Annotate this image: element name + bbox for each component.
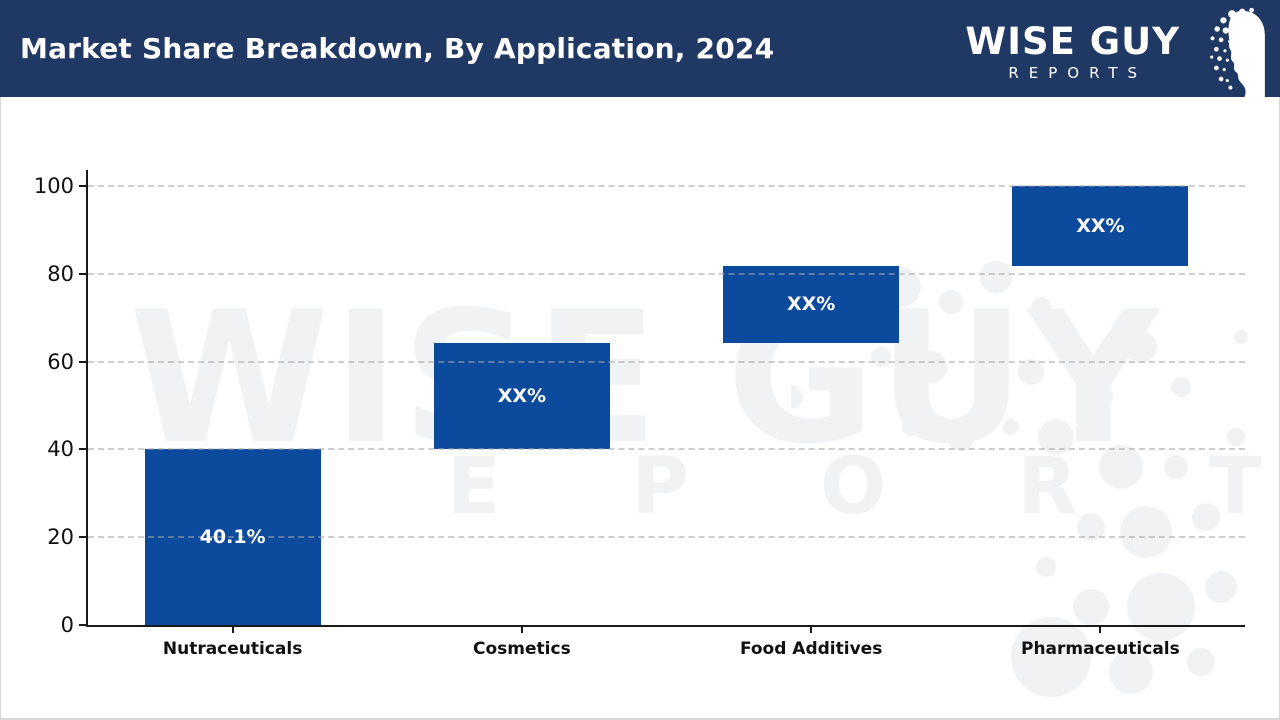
gridline-40 [88,448,1245,451]
bar-value-label: XX% [497,384,547,407]
gridline-80 [88,272,1245,275]
x-axis-tick-mark [810,625,813,633]
logo-wordmark-line2: REPORTS [1008,64,1148,82]
logo-head-icon [1210,7,1265,97]
y-axis-tick-mark [79,536,88,539]
bar-food-additives [723,265,900,343]
x-axis-tick-mark [231,625,234,633]
gridline-20 [88,536,1245,539]
wise-guy-logo: WISE GUY REPORTS [965,6,1268,98]
bar-cosmetics [433,342,610,449]
x-axis-tick-mark [1099,625,1102,633]
bar-pharmaceuticals [1012,186,1189,266]
logo-wordmark: WISE GUY REPORTS [965,23,1180,81]
y-axis-tick-label: 0 [60,613,74,637]
x-axis-category-label: Nutraceuticals [162,639,303,659]
y-axis-tick-mark [79,272,88,275]
logo-wordmark-line1: WISE GUY [965,20,1180,63]
y-axis-tick-label: 60 [47,349,74,374]
y-axis-tick-mark [79,185,88,187]
page-title: Market Share Breakdown, By Application, … [20,32,775,65]
x-axis-category-label: Pharmaceuticals [1020,639,1180,659]
x-axis-tick-mark [520,625,523,633]
x-axis-line [86,625,1245,627]
y-axis-tick-label: 20 [47,525,74,550]
bar-value-label: 40.1% [199,525,266,548]
x-axis-category-label: Cosmetics [473,639,571,659]
bar-value-label: XX% [786,293,836,316]
y-axis-tick-mark [79,360,88,363]
bar-value-label: XX% [1076,214,1125,237]
gridline-100 [88,185,1245,187]
y-axis-tick-label: 100 [33,174,74,198]
y-axis-line [86,170,88,627]
gridline-60 [88,360,1245,363]
x-axis-category-label: Food Additives [739,639,883,659]
y-axis-tick-mark [79,448,88,451]
y-axis-tick-label: 40 [47,437,74,462]
header-bar: Market Share Breakdown, By Application, … [0,0,1280,97]
y-axis-tick-mark [79,624,88,626]
y-axis-tick-label: 80 [47,261,74,286]
